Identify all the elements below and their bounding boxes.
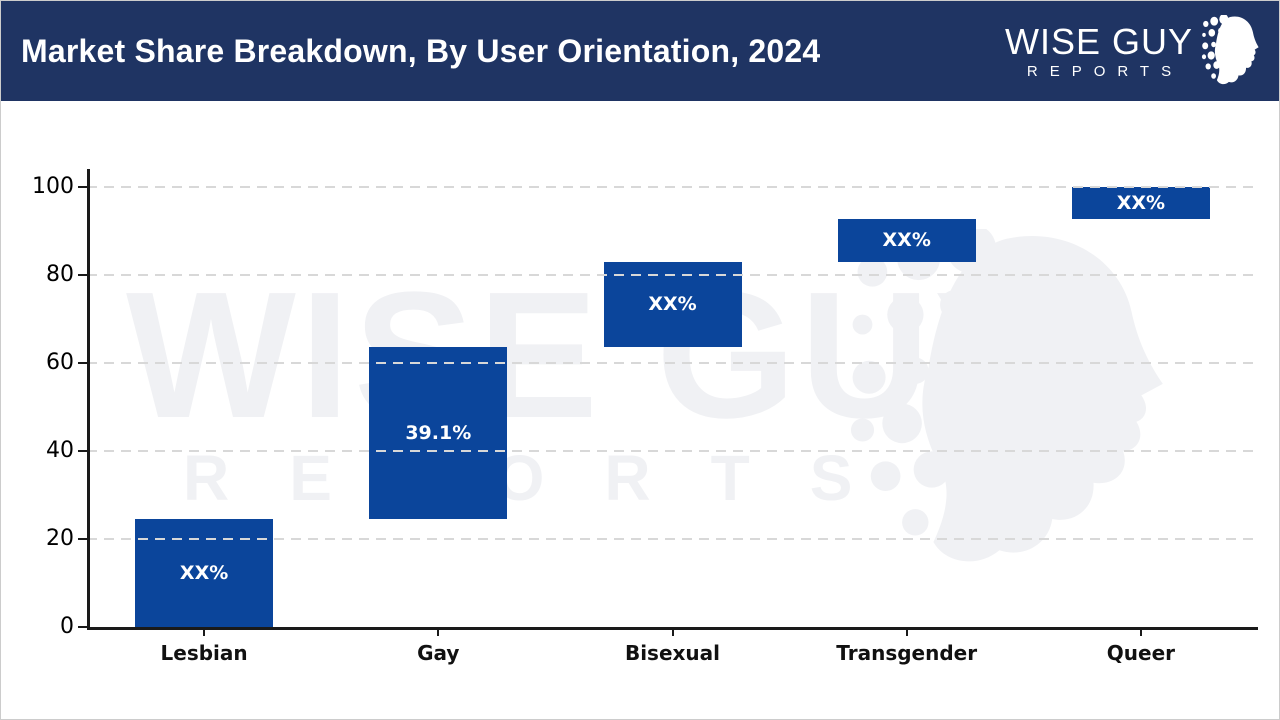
y-tick-label-100: 100 (32, 174, 74, 199)
bar-value-label-lesbian: XX% (179, 562, 229, 585)
bar-value-label-gay: 39.1% (405, 422, 472, 445)
chart-area: WISE GUY REPORTS 0 20 40 60 80 100 XX% Lesbian 3… (1, 101, 1279, 719)
x-tick-lesbian (203, 630, 206, 636)
y-tick-label-80: 80 (46, 262, 74, 287)
bar-transgender: XX% (837, 219, 976, 262)
bar-value-label-queer: XX% (1116, 192, 1166, 215)
gridline-20 (87, 538, 1258, 540)
header: Market Share Breakdown, By User Orientat… (1, 1, 1279, 101)
x-tick-bisexual (671, 630, 674, 636)
category-label-bisexual: Bisexual (624, 641, 721, 665)
x-axis-line (87, 627, 1258, 630)
category-label-gay: Gay (417, 641, 460, 665)
x-tick-gay (437, 630, 440, 636)
plot-area: 0 20 40 60 80 100 XX% Lesbian 39.1% Gay XX% Bisexua… (1, 101, 1279, 719)
bar-value-label-bisexual: XX% (648, 293, 697, 316)
y-axis-line (87, 169, 90, 630)
bar-lesbian: XX% (135, 519, 274, 627)
brand-logo: WISE GUY REPORTS (1005, 15, 1261, 87)
x-tick-transgender (905, 630, 908, 636)
y-tick-label-60: 60 (46, 350, 74, 375)
y-tick-label-0: 0 (60, 614, 74, 639)
y-tick-40 (78, 450, 87, 452)
bar-bisexual: XX% (603, 261, 742, 348)
gridline-40 (87, 450, 1258, 452)
logo-text: WISE GUY REPORTS (1004, 20, 1193, 80)
logo-subtext: REPORTS (1026, 62, 1184, 80)
y-tick-label-40: 40 (46, 438, 74, 463)
bar-gay: 39.1% (369, 347, 508, 520)
gridline-60 (87, 362, 1258, 364)
category-label-transgender: Transgender (836, 641, 978, 665)
y-tick-60 (78, 362, 87, 364)
category-label-queer: Queer (1106, 641, 1175, 665)
gridline-80 (87, 274, 1258, 276)
x-tick-queer (1139, 630, 1142, 636)
y-tick-0 (78, 626, 87, 628)
watermark-subtext: REPORTS (183, 442, 913, 514)
y-tick-20 (78, 538, 87, 540)
bar-value-label-transgender: XX% (882, 229, 931, 252)
gridline-100 (87, 186, 1258, 188)
bar-queer: XX% (1071, 187, 1210, 220)
category-label-lesbian: Lesbian (160, 641, 248, 665)
y-tick-80 (78, 274, 87, 276)
page-title: Market Share Breakdown, By User Orientat… (21, 32, 821, 69)
logo-head-icon (1201, 15, 1259, 85)
y-tick-label-20: 20 (46, 526, 74, 551)
watermark-head-icon (850, 229, 1163, 562)
y-tick-100 (78, 186, 87, 188)
logo-wordmark: WISE GUY (1004, 20, 1193, 62)
